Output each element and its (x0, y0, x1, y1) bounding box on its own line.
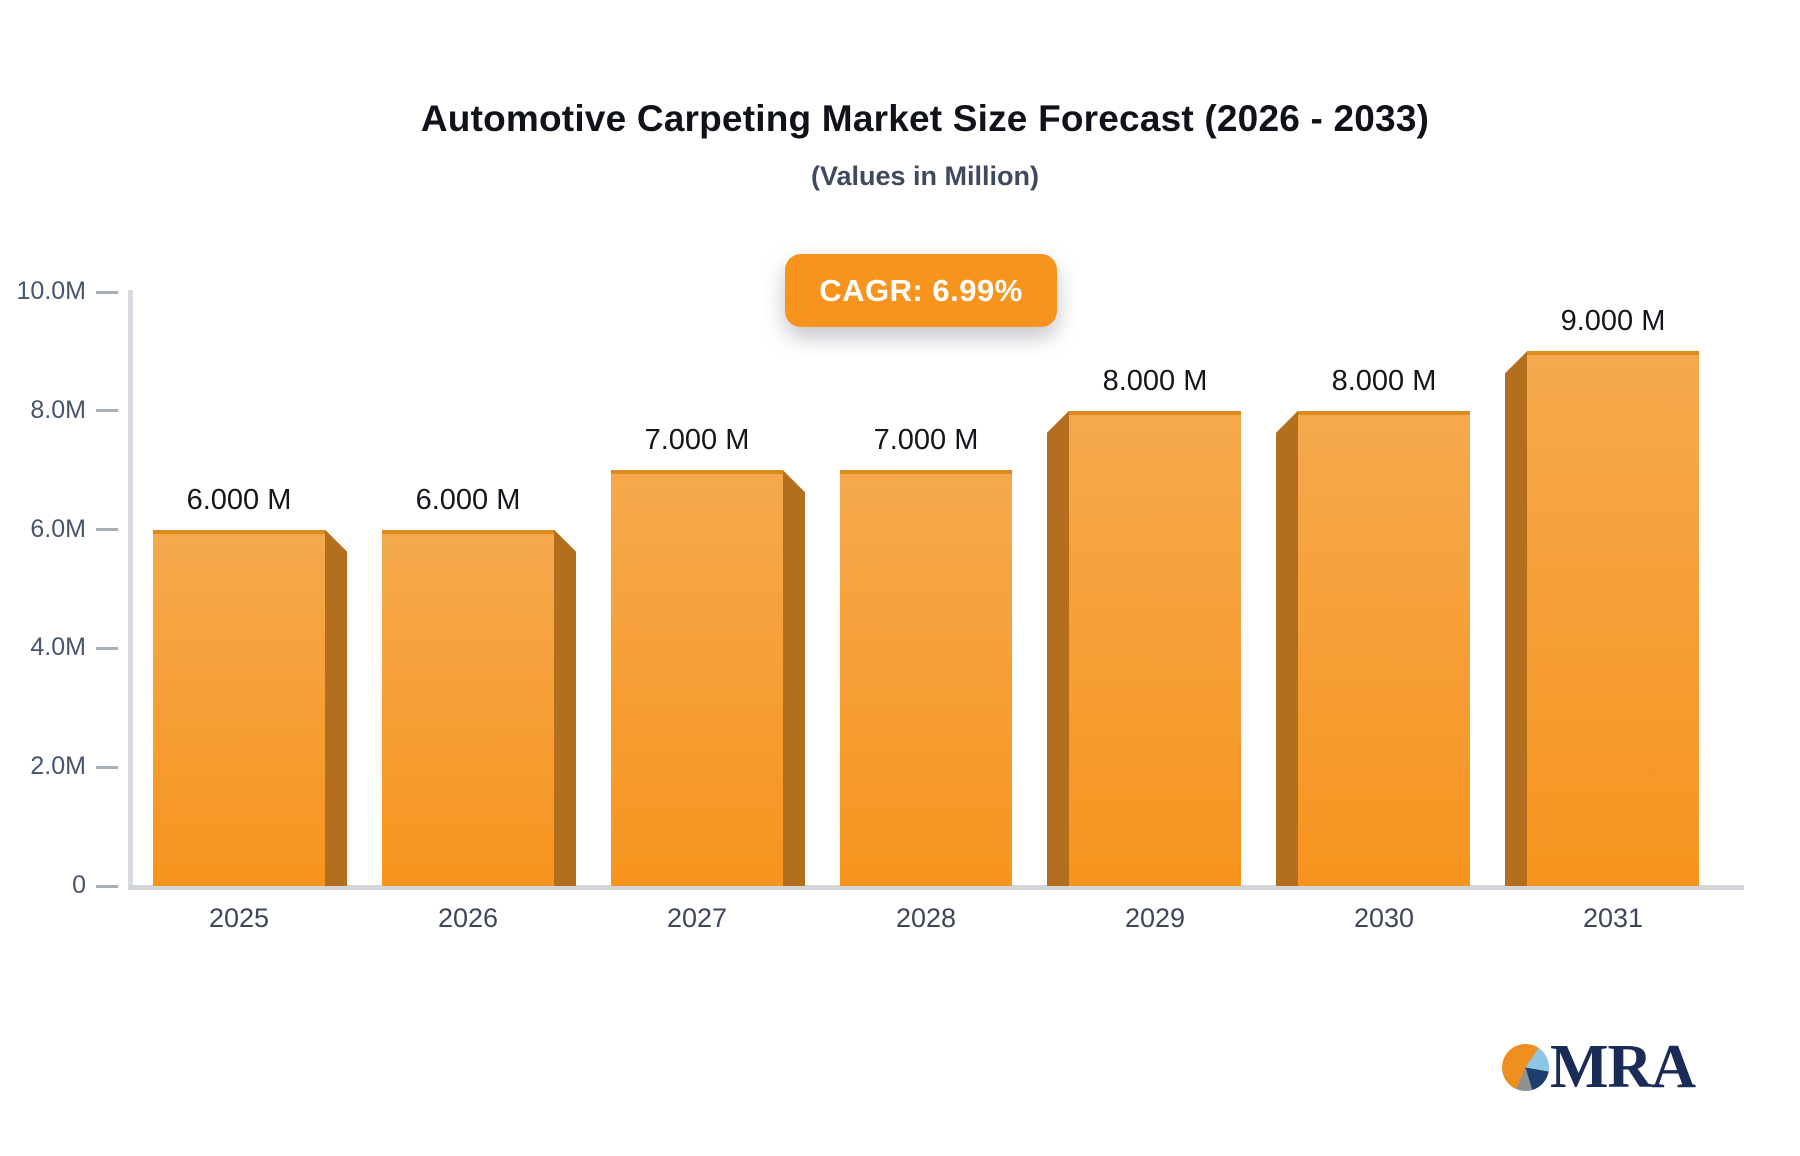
y-axis-tick (96, 884, 118, 888)
x-axis-label: 2027 (666, 903, 728, 933)
chart-subtitle: (Values in Million) (810, 161, 1040, 191)
cagr-badge-label: CAGR: 6.99% (819, 272, 1023, 308)
y-axis-tick-label: 10.0M (16, 277, 86, 305)
bar-side-shadow (325, 529, 347, 886)
bar-face (1298, 410, 1470, 886)
pie-chart-icon (1502, 1043, 1549, 1091)
mra-logo: MRA (1502, 1033, 1696, 1101)
bar-value-label: 6.000 M (186, 483, 292, 516)
x-axis-baseline (128, 885, 1744, 890)
bar-value-label: 9.000 M (1560, 305, 1666, 338)
bar-side-shadow (783, 470, 805, 886)
bar-face (840, 470, 1012, 886)
x-axis-label: 2025 (208, 903, 270, 933)
bar-value-label: 7.000 M (873, 424, 979, 457)
bar-value-label: 7.000 M (644, 424, 750, 457)
cagr-badge: CAGR: 6.99% (785, 254, 1057, 327)
y-axis-tick (96, 528, 118, 532)
bar-face (611, 470, 783, 886)
bar-side-shadow (1276, 410, 1298, 886)
y-axis-tick (96, 646, 118, 650)
y-axis-tick-label: 8.0M (30, 395, 86, 424)
y-axis-tick (96, 290, 118, 294)
chart-title: Automotive Carpeting Market Size Forecas… (420, 98, 1430, 139)
chart-header: Automotive Carpeting Market Size Forecas… (50, 98, 1800, 192)
bar-side-shadow (1047, 410, 1069, 886)
x-axis-label: 2031 (1582, 903, 1644, 933)
y-axis-tick (96, 765, 118, 769)
x-axis-label: 2026 (437, 903, 499, 933)
x-axis-label: 2029 (1124, 903, 1186, 933)
bar-value-label: 8.000 M (1102, 364, 1208, 397)
bar-value-label: 6.000 M (415, 483, 521, 516)
y-axis-tick-label: 0 (72, 871, 86, 899)
y-axis-tick-label: 2.0M (30, 752, 86, 781)
bar-side-shadow (554, 529, 576, 886)
bar-face (1527, 351, 1699, 886)
y-axis-line (128, 290, 133, 890)
logo-text: MRA (1550, 1033, 1696, 1101)
bar-side-shadow (1505, 351, 1527, 886)
x-axis-label: 2028 (895, 903, 957, 933)
bar-face (1069, 410, 1241, 886)
y-axis-tick-label: 4.0M (30, 633, 86, 662)
y-axis-tick (96, 409, 118, 413)
bar-value-label: 8.000 M (1331, 364, 1437, 397)
y-axis-tick-label: 6.0M (30, 514, 86, 543)
bar-face (382, 529, 554, 886)
x-axis-label: 2030 (1353, 903, 1415, 933)
bar-face (153, 529, 325, 886)
